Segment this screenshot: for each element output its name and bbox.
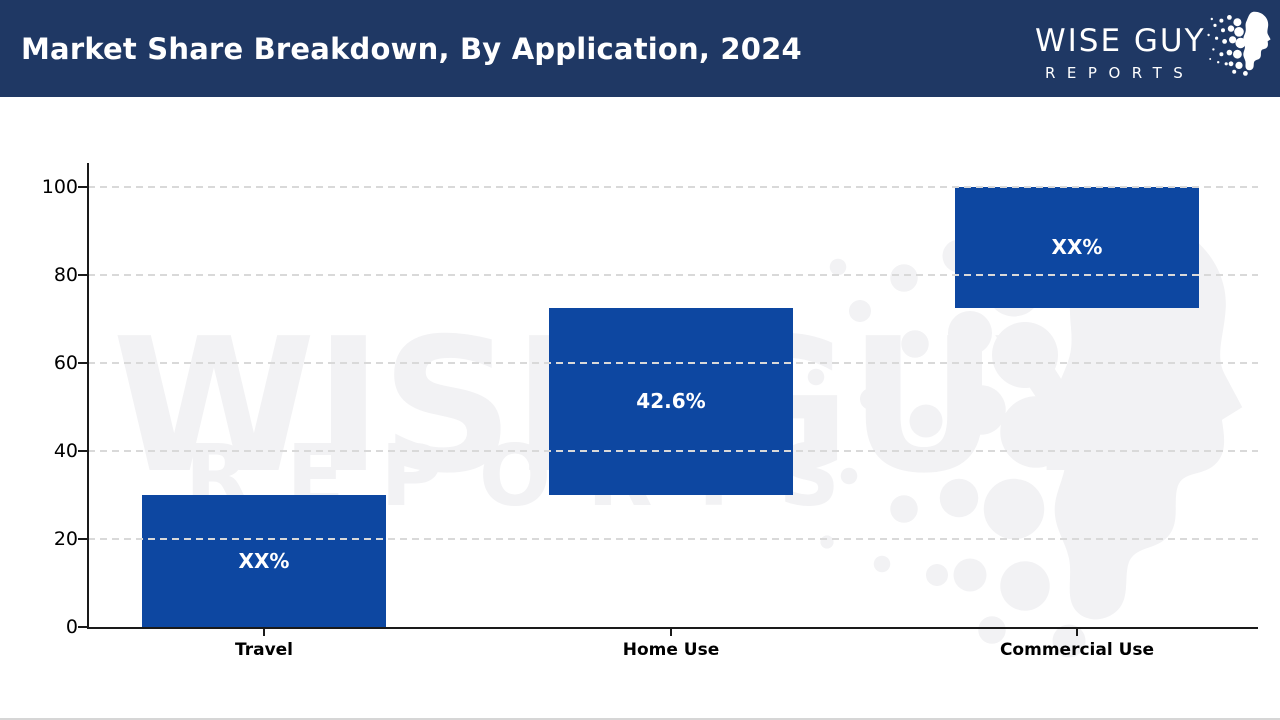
bottom-border-rule (0, 718, 1280, 720)
gridline-60 (88, 362, 1258, 364)
y-tick-label-80: 80 (53, 264, 78, 286)
y-tick-label-0: 0 (65, 616, 78, 638)
logo-brand-text: WISE GUY (1035, 23, 1206, 59)
bar-value-label-home-use: 42.6% (636, 389, 706, 414)
header-banner: Market Share Breakdown, By Application, … (0, 0, 1280, 97)
page-title: Market Share Breakdown, By Application, … (21, 31, 802, 66)
y-tick-mark-80 (78, 274, 88, 276)
x-tick-mark-travel (263, 627, 265, 636)
x-tick-mark-home-use (670, 627, 672, 636)
chart-plot-area: WISE GUY REPORTS 0 20 40 60 80 100 XX% Travel 42… (0, 97, 1280, 720)
gridline-80 (88, 274, 1258, 276)
x-axis-label-commercial-use: Commercial Use (999, 640, 1155, 660)
wiseguy-head-icon (1207, 11, 1271, 76)
y-tick-label-60: 60 (53, 352, 78, 374)
y-tick-label-100: 100 (41, 176, 78, 198)
y-tick-label-20: 20 (53, 528, 78, 550)
x-axis-label-travel: Travel (234, 640, 294, 660)
x-tick-mark-commercial-use (1076, 627, 1078, 636)
logo-sub-text: REPORTS (1045, 64, 1194, 82)
y-tick-mark-100 (78, 186, 88, 188)
y-tick-mark-40 (78, 450, 88, 452)
bar-travel (142, 495, 386, 627)
bar-value-label-commercial-use: XX% (1051, 235, 1103, 260)
gridline-40 (88, 450, 1258, 452)
y-tick-mark-0 (78, 626, 88, 628)
y-axis-line (87, 163, 89, 629)
gridline-20 (88, 538, 1258, 540)
bar-home-use (549, 307, 793, 495)
y-tick-mark-20 (78, 538, 88, 540)
x-axis-line (87, 627, 1258, 629)
x-axis-label-home-use: Home Use (622, 640, 720, 660)
wise-guy-reports-logo: WISE GUY REPORTS (1035, 11, 1271, 82)
bar-value-label-travel: XX% (238, 549, 290, 573)
y-tick-mark-60 (78, 362, 88, 364)
gridline-100 (88, 186, 1258, 188)
y-tick-label-40: 40 (53, 440, 78, 462)
